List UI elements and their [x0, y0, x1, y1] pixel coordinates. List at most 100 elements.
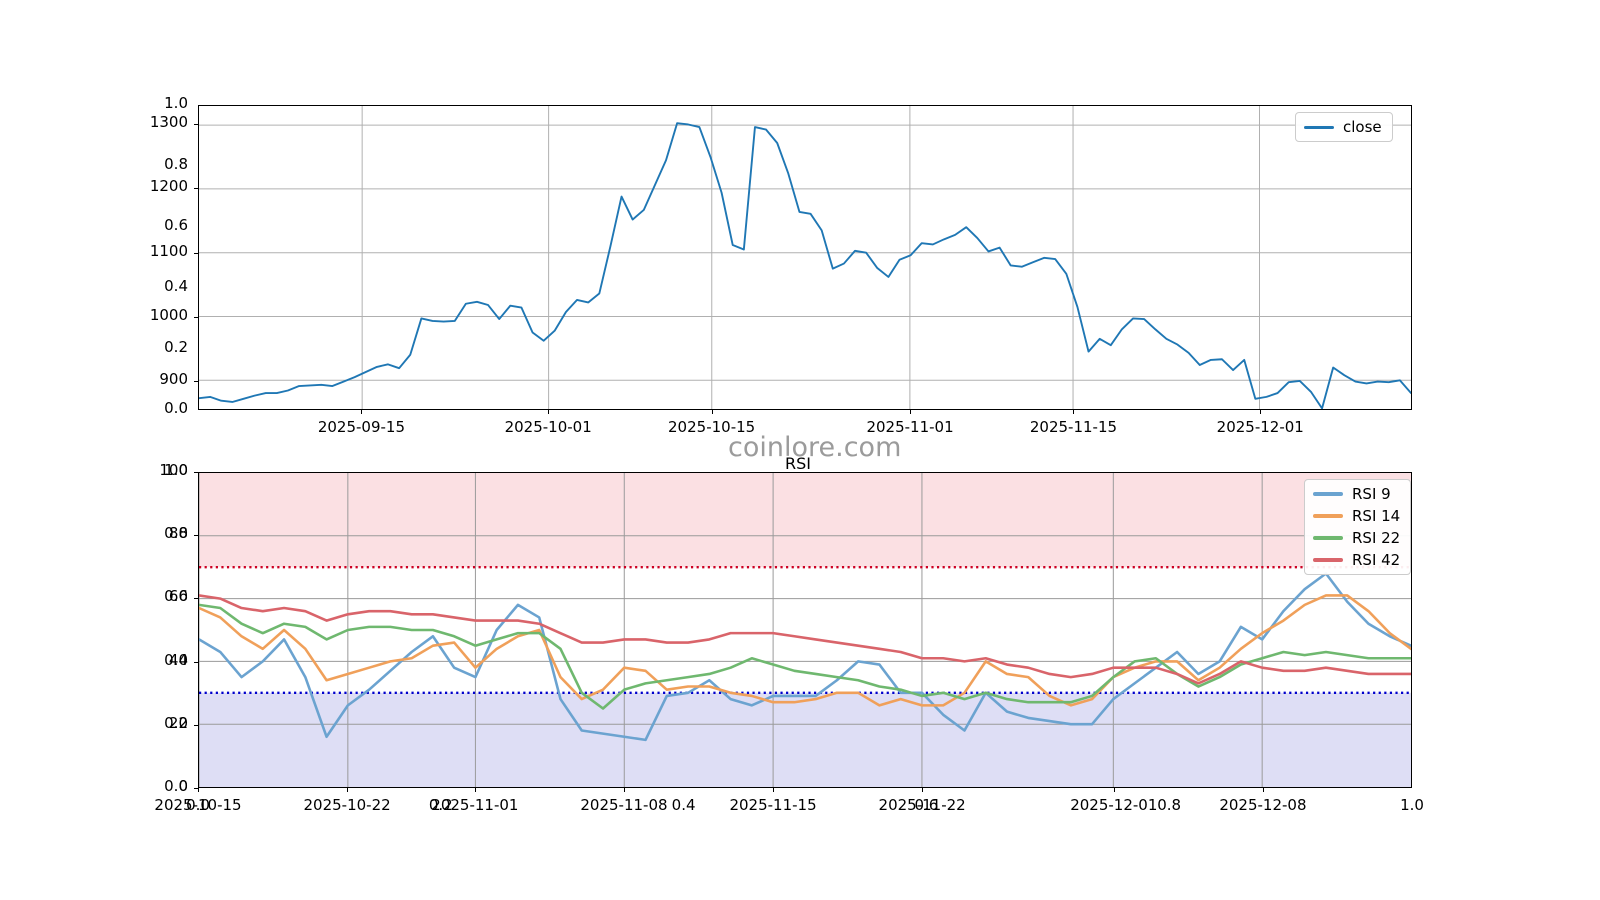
rsi-ytick-mark — [194, 661, 198, 663]
rsi-panel-title: RSI — [785, 454, 811, 473]
rsi-secondary-ytick-0.8: 0.8 — [164, 524, 188, 543]
rsi-xtick-2025-11-01: 2025-11-01 — [431, 796, 519, 814]
rsi-secondary-ytick-1.0: 1.0 — [164, 461, 188, 479]
rsi-chart-panel — [198, 472, 1412, 788]
price-ytick-1200: 1200 — [149, 177, 188, 196]
rsi-xtick-2025-12-01: 2025-12-01 — [1070, 796, 1158, 814]
rsi-xtick-2025-10-15: 2025-10-15 — [154, 796, 242, 814]
price-xtick-2025-11-15: 2025-11-15 — [1029, 418, 1118, 436]
rsi-ytick-0: 0 — [178, 777, 188, 795]
price-secondary-ytick-0.8: 0.8 — [164, 155, 188, 173]
rsi-xtick-2025-11-08: 2025-11-08 — [580, 796, 668, 814]
legend-swatch-icon — [1313, 558, 1343, 562]
price-xtick-mark — [711, 410, 713, 414]
legend-label: RSI 22 — [1352, 528, 1401, 547]
price-xtick-2025-10-15: 2025-10-15 — [668, 418, 756, 436]
price-xtick-mark — [361, 410, 363, 414]
rsi-band-overbought-zone — [199, 473, 1411, 568]
legend-item-rsi-42[interactable]: RSI 42 — [1313, 552, 1400, 568]
rsi-secondary-ytick-0.6: 0.6 — [164, 587, 188, 606]
price-secondary-ytick-0.2: 0.2 — [164, 338, 188, 356]
rsi-secondary-xtick-0.6: 0.6 — [914, 796, 939, 814]
price-ytick-mark — [194, 381, 198, 383]
price-chart-legend[interactable]: close — [1295, 112, 1393, 142]
legend-swatch-icon — [1313, 536, 1343, 540]
price-secondary-ytick-0.6: 0.6 — [164, 216, 188, 234]
rsi-secondary-xtick-0.4: 0.4 — [671, 796, 696, 814]
price-ytick-900: 900 — [159, 370, 188, 389]
rsi-series-rsi-14 — [199, 594, 1411, 707]
rsi-series-rsi-42 — [199, 594, 1411, 685]
rsi-xtick-mark — [347, 788, 349, 792]
legend-item-rsi-14[interactable]: RSI 14 — [1313, 508, 1400, 524]
legend-swatch-icon — [1304, 125, 1334, 129]
rsi-xtick-2025-11-22: 2025-11-22 — [878, 796, 966, 814]
legend-label: RSI 14 — [1352, 506, 1401, 525]
price-xtick-mark — [548, 410, 550, 414]
price-secondary-ytick-1.0: 1.0 — [164, 94, 188, 112]
price-ytick-mark — [194, 124, 198, 126]
rsi-secondary-ytick-0.4: 0.4 — [164, 650, 188, 669]
legend-label: close — [1343, 117, 1382, 136]
rsi-series-layer — [199, 473, 1411, 787]
rsi-chart-legend[interactable]: RSI 9 RSI 14 RSI 22 RSI 42 — [1304, 479, 1412, 575]
price-ytick-1100: 1100 — [149, 241, 188, 260]
price-ytick-mark — [194, 316, 198, 318]
price-xtick-2025-09-15: 2025-09-15 — [317, 418, 406, 436]
price-xtick-2025-10-01: 2025-10-01 — [504, 418, 592, 436]
rsi-secondary-xtick-0.0: 0.0 — [186, 796, 210, 814]
price-series-layer — [199, 106, 1411, 409]
rsi-ytick-mark — [194, 472, 198, 473]
rsi-ytick-80: 80 — [168, 524, 188, 543]
rsi-plot-area — [199, 473, 1411, 787]
price-ytick-mark — [194, 188, 198, 190]
rsi-xtick-mark — [1113, 788, 1115, 792]
price-secondary-ytick-0.0: 0.0 — [164, 399, 188, 417]
rsi-xtick-mark — [922, 788, 924, 792]
rsi-xtick-2025-12-08: 2025-12-08 — [1219, 796, 1307, 814]
rsi-ytick-40: 40 — [168, 650, 188, 669]
rsi-xtick-2025-11-15: 2025-11-15 — [729, 796, 817, 814]
rsi-ytick-mark — [194, 788, 198, 789]
legend-swatch-icon — [1313, 492, 1343, 496]
rsi-ytick-mark — [194, 535, 198, 537]
rsi-ytick-60: 60 — [168, 587, 188, 606]
price-secondary-ytick-0.4: 0.4 — [164, 277, 188, 295]
rsi-xtick-mark — [198, 788, 199, 792]
price-chart-panel — [198, 105, 1412, 410]
legend-label: RSI 9 — [1352, 484, 1391, 503]
rsi-xtick-mark — [474, 788, 476, 792]
rsi-ytick-mark — [194, 598, 198, 600]
rsi-xtick-mark — [773, 788, 775, 792]
price-xtick-mark — [910, 410, 912, 414]
rsi-secondary-xtick-0.8: 0.8 — [1157, 796, 1182, 814]
price-ytick-1000: 1000 — [149, 305, 188, 324]
rsi-series-rsi-22 — [199, 603, 1411, 710]
legend-item-rsi-9[interactable]: RSI 9 — [1313, 486, 1400, 502]
rsi-secondary-xtick-1.0: 1.0 — [1400, 796, 1424, 814]
price-xtick-2025-11-01: 2025-11-01 — [866, 418, 954, 436]
legend-item-close[interactable]: close — [1304, 119, 1382, 135]
price-xtick-mark — [1260, 410, 1262, 414]
rsi-ytick-20: 20 — [168, 713, 188, 732]
rsi-xtick-mark — [623, 788, 625, 792]
rsi-xtick-2025-10-22: 2025-10-22 — [303, 796, 391, 814]
legend-label: RSI 42 — [1352, 550, 1401, 569]
price-xtick-mark — [1073, 410, 1075, 414]
price-xtick-2025-12-01: 2025-12-01 — [1216, 418, 1304, 436]
rsi-ytick-100: 100 — [159, 461, 188, 479]
price-plot-area — [199, 106, 1411, 409]
rsi-band-oversold-zone — [199, 692, 1411, 787]
rsi-xtick-mark — [1262, 788, 1264, 792]
legend-item-rsi-22[interactable]: RSI 22 — [1313, 530, 1400, 546]
watermark: coinlore.com — [728, 432, 902, 463]
rsi-secondary-ytick-0.2: 0.2 — [164, 713, 188, 732]
price-ytick-mark — [194, 252, 198, 254]
legend-swatch-icon — [1313, 514, 1343, 518]
price-ytick-1300: 1300 — [149, 113, 188, 132]
rsi-series-rsi-9 — [199, 572, 1411, 742]
rsi-secondary-ytick-0.0: 0.0 — [164, 777, 188, 795]
rsi-secondary-xtick-0.2: 0.2 — [428, 796, 453, 814]
price-series-close — [199, 122, 1411, 409]
